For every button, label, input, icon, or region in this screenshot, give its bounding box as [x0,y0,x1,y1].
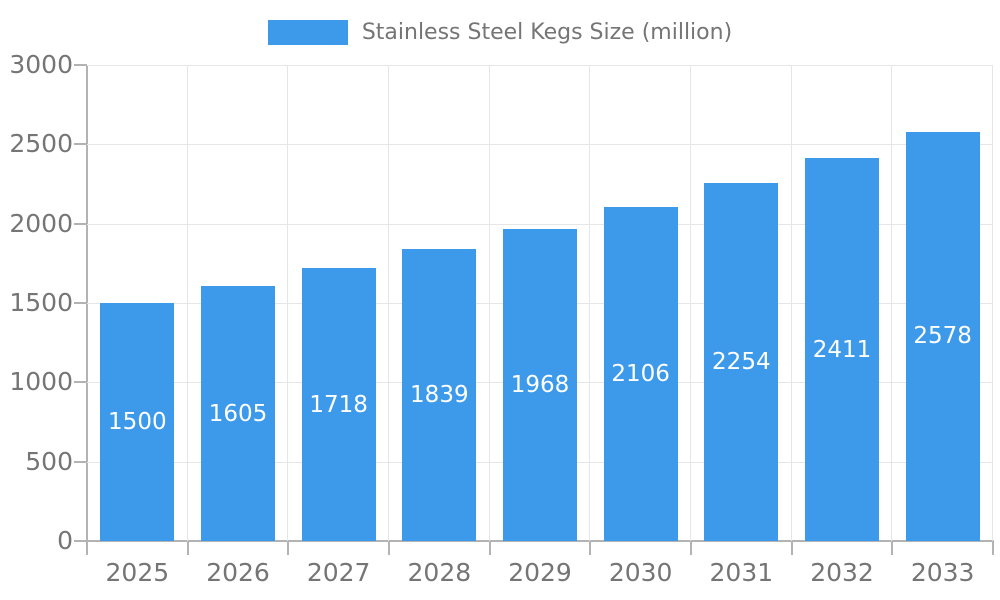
y-axis-tick-label: 0 [57,526,73,555]
x-axis-tick [790,542,793,555]
bar-value-label: 2578 [913,323,972,350]
x-axis-tick [488,542,491,555]
x-axis-tick-label: 2033 [910,558,975,587]
bar[interactable]: 1968 [503,228,577,541]
x-axis-tick-label: 2026 [206,558,270,587]
gridline-horizontal [87,65,993,66]
bar-value-label: 1968 [510,371,570,398]
bar[interactable]: 2254 [704,183,779,541]
x-axis-tick-label: 2029 [508,558,572,587]
bar-value-label: 1718 [309,391,368,418]
y-axis-tick [74,540,87,542]
x-axis-tick [186,542,189,555]
bar[interactable]: 2578 [905,131,980,541]
bar-value-label: 1839 [410,382,469,409]
y-axis-tick [74,381,87,384]
gridline-vertical [690,65,691,541]
gridline-vertical [992,65,993,541]
y-axis-tick-label: 1500 [9,288,73,317]
legend[interactable]: Stainless Steel Kegs Size (million) [0,18,1000,46]
bar[interactable]: 1839 [402,249,477,541]
x-axis-tick-label: 2027 [306,558,371,587]
x-axis-tick [891,542,894,555]
plot-area: 1500 1605 1718 1839 1968 2106 2254 2411 2578 [87,65,993,541]
x-axis-tick [589,542,592,555]
y-axis-tick-label: 3000 [9,50,73,79]
x-axis-tick-label: 2025 [105,558,170,587]
bar-value-label: 2106 [611,360,670,387]
y-axis-tick-label: 2000 [9,208,73,238]
gridline-vertical [186,65,188,541]
bar[interactable]: 2106 [603,206,678,541]
y-axis-tick [74,222,87,225]
y-axis-tick-label: 1000 [9,367,73,397]
y-axis-tick [74,143,87,146]
gridline-horizontal [87,144,993,146]
x-axis-tick-label: 2030 [608,558,673,587]
gridline-vertical [388,65,389,541]
bar[interactable]: 1500 [100,303,175,541]
bar-value-label: 1500 [108,409,167,435]
y-axis-tick-label: 500 [25,446,73,476]
gridline-vertical [488,65,490,541]
x-axis-tick [287,542,290,555]
x-axis-tick [690,542,692,555]
bar[interactable]: 2411 [805,158,879,541]
x-axis-tick-label: 2032 [810,558,874,587]
y-axis-tick [74,302,87,304]
gridline-horizontal [87,223,993,225]
x-axis-line [86,540,994,542]
legend-label: Stainless Steel Kegs Size (million) [361,19,733,45]
x-axis-tick [388,542,390,555]
bar-value-label: 2254 [712,349,771,376]
bar-value-label: 2411 [812,336,872,363]
bar-value-label: 1605 [208,400,268,427]
x-axis-tick [992,542,994,555]
gridline-vertical [287,65,289,541]
x-axis-tick-label: 2031 [709,558,774,587]
y-axis-tick [74,460,87,463]
x-axis-tick [86,542,88,555]
gridline-vertical [790,65,792,541]
legend-swatch-icon [267,19,348,45]
bar[interactable]: 1605 [201,286,275,541]
y-axis-tick-label: 2500 [9,129,73,159]
x-axis-tick-label: 2028 [407,558,472,587]
gridline-vertical [589,65,591,541]
y-axis-tick [74,64,87,66]
gridline-vertical [891,65,893,541]
bar[interactable]: 1718 [301,268,376,541]
